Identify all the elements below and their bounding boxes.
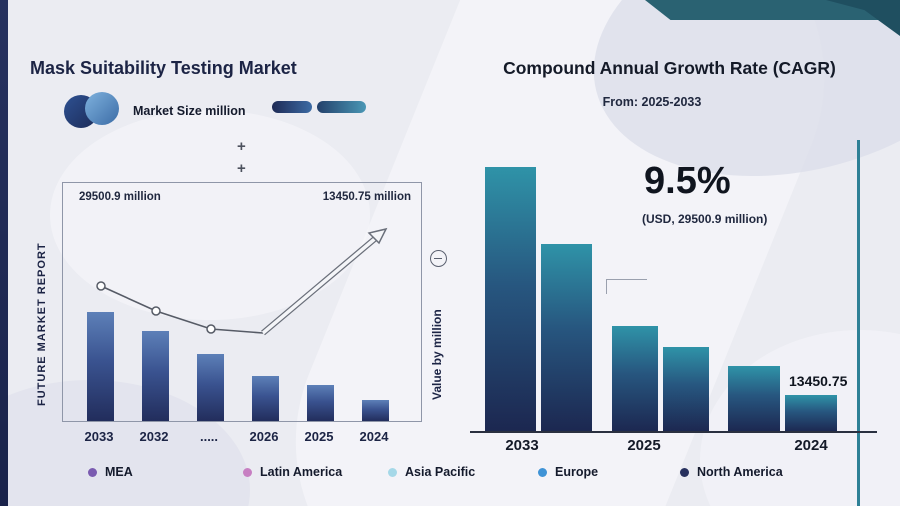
left-accent-bar — [0, 0, 8, 506]
market-x-tick: 2032 — [139, 429, 169, 444]
market-bar-2024 — [362, 399, 389, 421]
legend-dot — [88, 467, 97, 477]
market-x-tick: 2024 — [359, 429, 389, 444]
market-bar-2025 — [307, 385, 334, 421]
cagr-x-tick: 2033 — [505, 437, 539, 454]
cagr-subtitle: From: 2025-2033 — [602, 95, 702, 109]
cylinder-front-disc — [85, 92, 119, 125]
legend-label: Latin America — [260, 465, 343, 479]
market-bars — [63, 183, 421, 421]
market-x-tick: 2026 — [249, 429, 279, 444]
gradient-pill-decoration — [317, 101, 366, 113]
cagr-bar-group-2024 — [728, 366, 837, 432]
cagr-title: Compound Annual Growth Rate (CAGR) — [503, 58, 836, 78]
plus-decoration: + — [237, 160, 246, 177]
market-bar-2033 — [87, 311, 114, 421]
market-x-tick: ..... — [199, 429, 219, 444]
cagr-bar-2033 — [485, 167, 536, 432]
market-size-icon — [64, 92, 122, 130]
legend-label: Europe — [555, 465, 599, 479]
cagr-value: 9.5% — [644, 160, 731, 202]
legend-item-asia-pacific: Asia Pacific — [388, 465, 475, 479]
market-bar-2032 — [142, 330, 169, 421]
cagr-2024-value-label: 13450.75 — [789, 373, 848, 389]
annotation-2033-value: 29500.9 million — [79, 191, 161, 203]
cagr-x-tick: 2024 — [794, 437, 828, 454]
market-bar-..... — [197, 354, 224, 421]
legend-label: MEA — [105, 465, 133, 479]
legend-dot — [538, 467, 547, 477]
market-bar-chart-frame: 29500.9 million 13450.75 million — [62, 182, 422, 422]
cagr-bar-2024 — [728, 366, 780, 432]
legend-label: Asia Pacific — [405, 465, 476, 479]
annotation-2024-value: 13450.75 million — [322, 191, 411, 203]
legend-item-north-america: North America — [680, 465, 783, 479]
cagr-bar-2024 — [785, 395, 837, 432]
right-accent-line — [857, 140, 860, 506]
cagr-bar-2025 — [663, 347, 709, 432]
circle-dash-icon — [430, 250, 447, 267]
market-title: Mask Suitability Testing Market — [30, 58, 297, 78]
cagr-bar-2033 — [541, 244, 592, 432]
plus-decoration: + — [237, 138, 246, 155]
legend-item-europe: Europe — [538, 465, 598, 479]
market-x-axis: 2033 2032..... 2026 2025 2024 — [62, 429, 420, 447]
cagr-bar-group-2033 — [485, 167, 592, 432]
step-line-decoration — [606, 279, 647, 294]
cagr-bar-group-2025 — [612, 326, 709, 432]
gradient-pill-decoration — [272, 101, 312, 113]
legend-dot — [680, 467, 689, 477]
legend-dot — [243, 467, 252, 477]
legend-item-latin-america: Latin America — [243, 465, 342, 479]
cagr-x-tick: 2025 — [627, 437, 661, 454]
cagr-detail: (USD, 29500.9 million) — [642, 212, 768, 226]
market-size-label: Market Size million — [133, 104, 246, 118]
market-x-tick: 2033 — [84, 429, 114, 444]
market-x-tick: 2025 — [304, 429, 334, 444]
cagr-bar-2025 — [612, 326, 658, 432]
legend-item-mea: MEA — [88, 465, 133, 479]
legend-label: North America — [697, 465, 783, 479]
cagr-baseline — [470, 431, 877, 433]
market-bar-2026 — [252, 375, 279, 421]
trend-arrow-chart — [96, 227, 388, 336]
legend-dot — [388, 467, 397, 477]
top-right-accent-band — [645, 0, 900, 20]
